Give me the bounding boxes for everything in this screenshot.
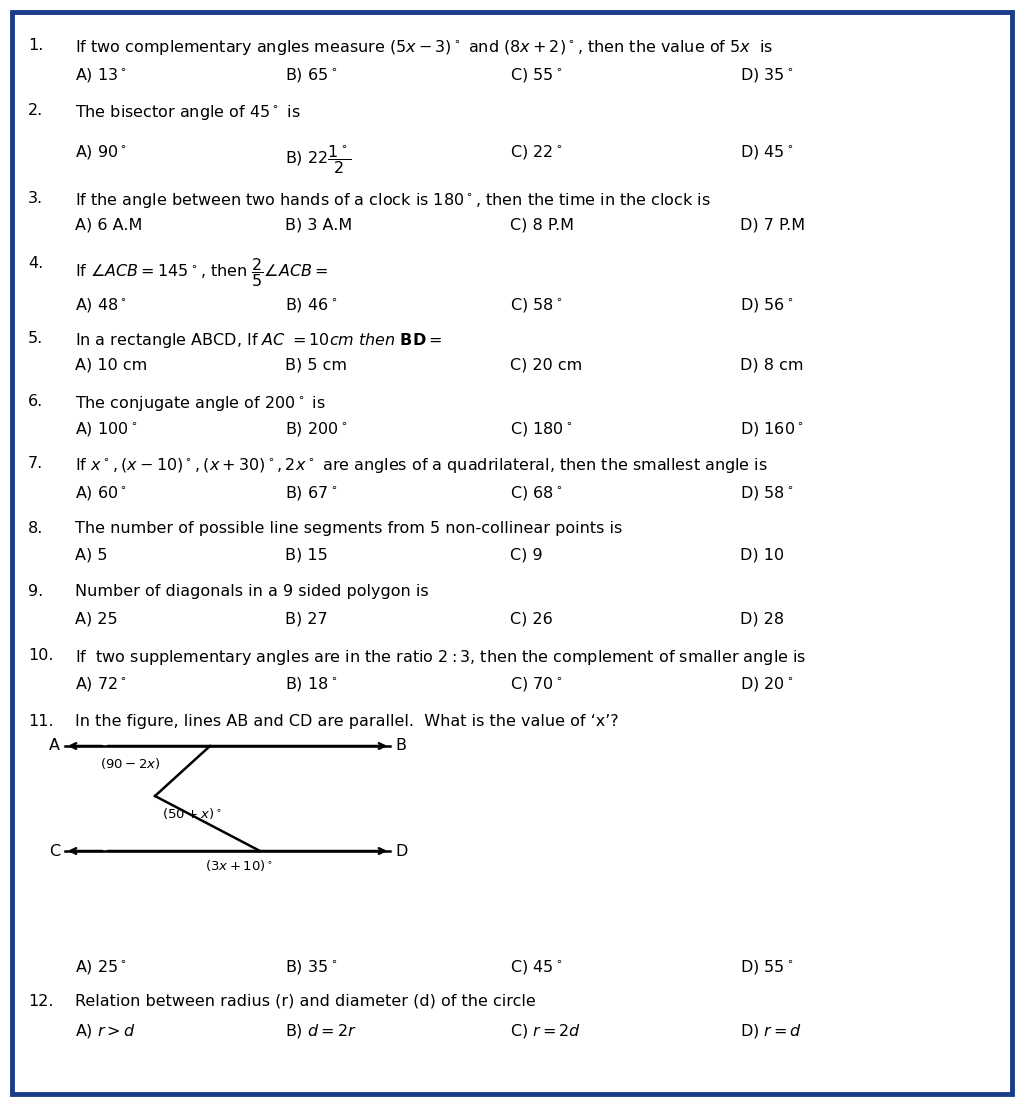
Text: If the angle between two hands of a clock is $180^\circ$, then the time in the c: If the angle between two hands of a cloc…: [75, 191, 711, 210]
Text: C) $22^\circ$: C) $22^\circ$: [510, 143, 562, 161]
Text: If $x^\circ,(x-10)^\circ,(x+30)^\circ,2x^\circ$ are angles of a quadrilateral, t: If $x^\circ,(x-10)^\circ,(x+30)^\circ,2x…: [75, 456, 768, 474]
Text: D) $r=d$: D) $r=d$: [740, 1022, 802, 1040]
Text: A) 10 cm: A) 10 cm: [75, 358, 147, 373]
Text: A) $13^\circ$: A) $13^\circ$: [75, 66, 127, 84]
Text: Number of diagonals in a 9 sided polygon is: Number of diagonals in a 9 sided polygon…: [75, 584, 429, 599]
Text: C) 26: C) 26: [510, 611, 553, 626]
Text: 1.: 1.: [28, 38, 43, 53]
Text: $(50+x)^\circ$: $(50+x)^\circ$: [162, 806, 221, 821]
Text: If two complementary angles measure $(5x-3)^\circ$ and $(8x+2)^\circ$, then the : If two complementary angles measure $(5x…: [75, 38, 773, 58]
Text: C) $55^\circ$: C) $55^\circ$: [510, 66, 562, 84]
Text: C) $180^\circ$: C) $180^\circ$: [510, 420, 572, 438]
Text: D) $55^\circ$: D) $55^\circ$: [740, 958, 794, 975]
Text: 3.: 3.: [28, 191, 43, 206]
Text: 4.: 4.: [28, 255, 43, 271]
Text: C) $68^\circ$: C) $68^\circ$: [510, 484, 562, 502]
Text: B: B: [395, 739, 406, 753]
Text: D) $58^\circ$: D) $58^\circ$: [740, 484, 794, 502]
Text: D) 28: D) 28: [740, 611, 784, 626]
Text: A) $72^\circ$: A) $72^\circ$: [75, 675, 127, 693]
Text: D) $160^\circ$: D) $160^\circ$: [740, 420, 804, 438]
Text: $(90-2x)$: $(90-2x)$: [100, 757, 161, 771]
Text: C) $58^\circ$: C) $58^\circ$: [510, 296, 562, 314]
Text: 7.: 7.: [28, 456, 43, 471]
Text: C) $45^\circ$: C) $45^\circ$: [510, 958, 562, 975]
Text: 8.: 8.: [28, 521, 43, 536]
Text: D) $35^\circ$: D) $35^\circ$: [740, 66, 794, 84]
Text: 11.: 11.: [28, 714, 53, 729]
Text: C: C: [49, 844, 60, 858]
Text: A) $25^\circ$: A) $25^\circ$: [75, 958, 127, 975]
Text: Relation between radius (r) and diameter (d) of the circle: Relation between radius (r) and diameter…: [75, 994, 536, 1009]
Text: A) 5: A) 5: [75, 547, 108, 563]
Text: B) $18^\circ$: B) $18^\circ$: [285, 675, 337, 693]
Text: C) 20 cm: C) 20 cm: [510, 358, 583, 373]
Text: In a rectangle ABCD, If $AC$ $=10cm$ $\it{then}$ $\mathbf{BD} =$: In a rectangle ABCD, If $AC$ $=10cm$ $\i…: [75, 331, 442, 349]
Text: B) $22\dfrac{1^\circ}{2}$: B) $22\dfrac{1^\circ}{2}$: [285, 143, 352, 176]
Text: B) 15: B) 15: [285, 547, 328, 563]
Text: D) 7 P.M: D) 7 P.M: [740, 218, 805, 233]
Text: B) $46^\circ$: B) $46^\circ$: [285, 296, 337, 314]
Text: 12.: 12.: [28, 994, 53, 1009]
Text: B) $67^\circ$: B) $67^\circ$: [285, 484, 337, 502]
Text: B) $d=2r$: B) $d=2r$: [285, 1022, 356, 1040]
Text: C) $70^\circ$: C) $70^\circ$: [510, 675, 562, 693]
Text: A) $90^\circ$: A) $90^\circ$: [75, 143, 127, 161]
Text: D: D: [395, 844, 408, 858]
Text: A) 25: A) 25: [75, 611, 118, 626]
Text: A: A: [49, 739, 60, 753]
Text: 5.: 5.: [28, 331, 43, 346]
Text: B) $35^\circ$: B) $35^\circ$: [285, 958, 337, 975]
Text: 2.: 2.: [28, 103, 43, 118]
Text: If  two supplementary angles are in the ratio $2:3$, then the complement of smal: If two supplementary angles are in the r…: [75, 648, 806, 667]
Text: The conjugate angle of $200^\circ$ is: The conjugate angle of $200^\circ$ is: [75, 394, 326, 413]
Text: B) 5 cm: B) 5 cm: [285, 358, 347, 373]
Text: 10.: 10.: [28, 648, 53, 662]
Text: B) 3 A.M: B) 3 A.M: [285, 218, 352, 233]
Text: If $\angle ACB=145^\circ$, then $\dfrac{2}{5}\angle ACB=$: If $\angle ACB=145^\circ$, then $\dfrac{…: [75, 255, 328, 289]
Text: D) $56^\circ$: D) $56^\circ$: [740, 296, 794, 314]
Text: C) 8 P.M: C) 8 P.M: [510, 218, 574, 233]
Text: 6.: 6.: [28, 394, 43, 409]
Text: 9.: 9.: [28, 584, 43, 599]
Text: A) 6 A.M: A) 6 A.M: [75, 218, 142, 233]
Text: A) $60^\circ$: A) $60^\circ$: [75, 484, 127, 502]
Text: A) $r>d$: A) $r>d$: [75, 1022, 136, 1040]
Text: D) $45^\circ$: D) $45^\circ$: [740, 143, 794, 161]
Text: $(3x+10)^\circ$: $(3x+10)^\circ$: [205, 858, 273, 873]
Text: D) $20^\circ$: D) $20^\circ$: [740, 675, 794, 693]
Text: A) $100^\circ$: A) $100^\circ$: [75, 420, 137, 438]
Text: The number of possible line segments from 5 non-collinear points is: The number of possible line segments fro…: [75, 521, 623, 536]
Text: B) $65^\circ$: B) $65^\circ$: [285, 66, 337, 84]
Text: D) 10: D) 10: [740, 547, 784, 563]
Text: C) $r=2d$: C) $r=2d$: [510, 1022, 582, 1040]
Text: B) $200^\circ$: B) $200^\circ$: [285, 420, 347, 438]
Text: In the figure, lines AB and CD are parallel.  What is the value of ‘x’?: In the figure, lines AB and CD are paral…: [75, 714, 618, 729]
Text: D) 8 cm: D) 8 cm: [740, 358, 804, 373]
Text: A) $48^\circ$: A) $48^\circ$: [75, 296, 127, 314]
Text: The bisector angle of $45^\circ$ is: The bisector angle of $45^\circ$ is: [75, 103, 300, 122]
Text: C) 9: C) 9: [510, 547, 543, 563]
Text: B) 27: B) 27: [285, 611, 328, 626]
